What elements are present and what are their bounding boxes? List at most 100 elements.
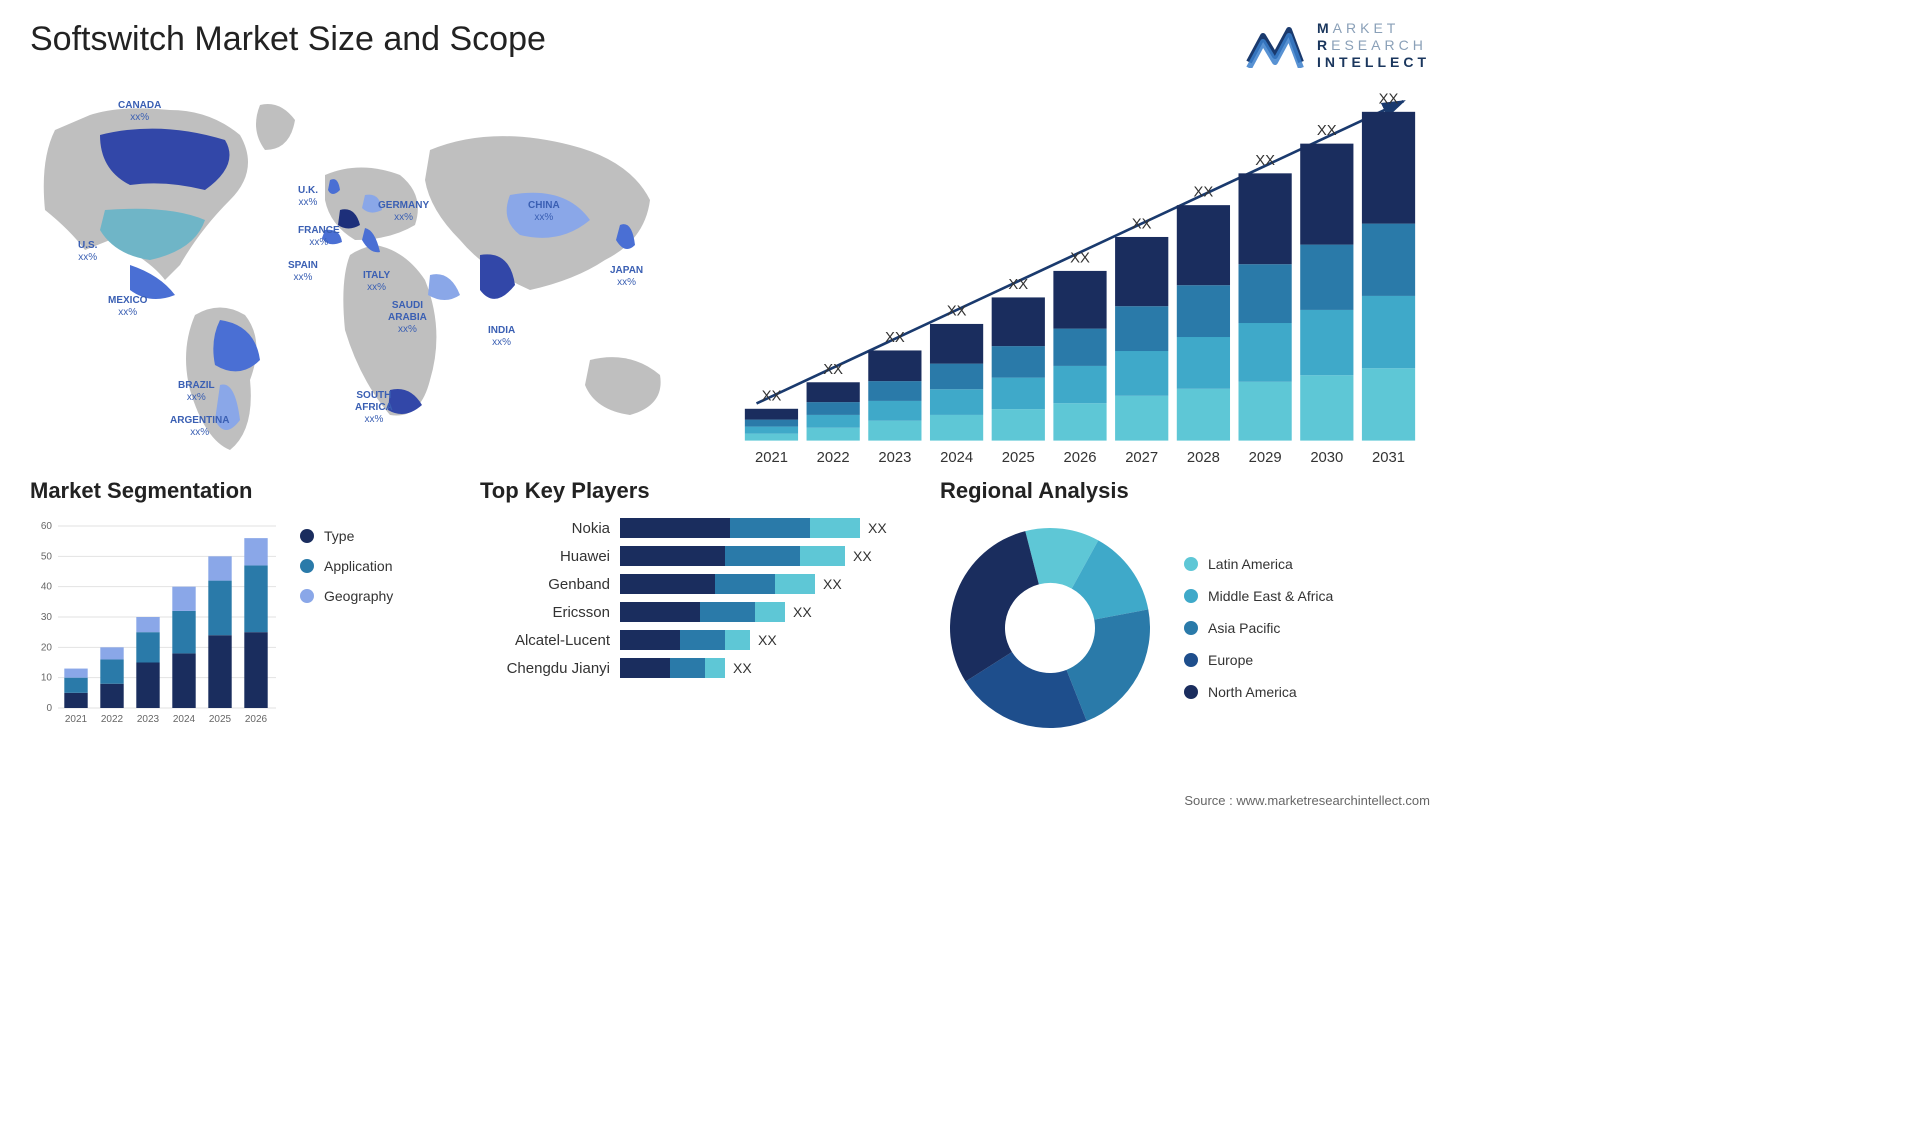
player-name: Ericsson [480, 604, 610, 621]
player-bar [620, 546, 845, 566]
svg-text:XX: XX [1255, 153, 1275, 169]
player-bar [620, 574, 815, 594]
brand-logo: MARKET RESEARCH INTELLECT [1245, 20, 1430, 70]
player-value: XX [793, 604, 812, 620]
svg-text:XX: XX [947, 304, 967, 320]
player-row: Chengdu Jianyi XX [480, 658, 910, 678]
svg-text:20: 20 [41, 643, 53, 654]
player-value: XX [733, 660, 752, 676]
player-bar [620, 602, 785, 622]
player-value: XX [853, 548, 872, 564]
key-players-title: Top Key Players [480, 478, 910, 504]
svg-text:XX: XX [1194, 185, 1214, 201]
svg-text:2026: 2026 [245, 714, 268, 725]
logo-text: MARKET RESEARCH INTELLECT [1317, 20, 1430, 70]
svg-text:2023: 2023 [878, 450, 911, 466]
svg-text:2024: 2024 [173, 714, 196, 725]
player-name: Chengdu Jianyi [480, 660, 610, 677]
svg-text:XX: XX [1379, 92, 1399, 108]
map-label: CHINAxx% [528, 200, 560, 224]
map-label: U.S.xx% [78, 240, 97, 264]
player-value: XX [758, 632, 777, 648]
svg-text:2022: 2022 [817, 450, 850, 466]
regional-donut-chart [940, 518, 1160, 738]
svg-text:30: 30 [41, 612, 53, 623]
svg-text:0: 0 [46, 703, 52, 714]
regional-title: Regional Analysis [940, 478, 1430, 504]
legend-item: North America [1184, 684, 1333, 700]
svg-text:50: 50 [41, 552, 53, 563]
svg-text:2026: 2026 [1063, 450, 1096, 466]
segmentation-title: Market Segmentation [30, 478, 450, 504]
svg-text:XX: XX [1317, 124, 1337, 140]
map-label: BRAZILxx% [178, 380, 215, 404]
svg-text:2024: 2024 [940, 450, 973, 466]
segmentation-chart: 0 10 20 30 40 50 60 2021 2022 2023 2024 2025 2026 [30, 518, 280, 728]
map-label: SOUTHAFRICAxx% [355, 390, 393, 426]
regional-legend: Latin America Middle East & Africa Asia Pa… [1184, 556, 1333, 700]
svg-text:2029: 2029 [1249, 450, 1282, 466]
map-label: ARGENTINAxx% [170, 415, 229, 439]
player-bar [620, 658, 725, 678]
player-name: Genband [480, 576, 610, 593]
player-row: Genband XX [480, 574, 910, 594]
svg-text:XX: XX [1008, 277, 1028, 293]
svg-text:XX: XX [823, 362, 843, 378]
world-map-chart: CANADAxx% U.S.xx% MEXICOxx% BRAZILxx% ARGENT… [30, 80, 700, 450]
map-label: U.K.xx% [298, 185, 318, 209]
legend-item: Type [300, 528, 393, 544]
player-row: Nokia XX [480, 518, 910, 538]
svg-text:60: 60 [41, 521, 53, 532]
svg-text:2028: 2028 [1187, 450, 1220, 466]
map-label: SPAINxx% [288, 260, 318, 284]
source-text: Source : www.marketresearchintellect.com [1184, 793, 1430, 808]
player-value: XX [868, 520, 887, 536]
svg-text:2025: 2025 [1002, 450, 1035, 466]
svg-text:2021: 2021 [65, 714, 88, 725]
player-bar [620, 630, 750, 650]
svg-text:10: 10 [41, 673, 53, 684]
growth-bar-chart: XX2021XX2022XX2023XX2024XX2025XX2026XX20… [730, 80, 1430, 450]
player-row: Alcatel-Lucent XX [480, 630, 910, 650]
map-label: ITALYxx% [363, 270, 390, 294]
map-label: SAUDIARABIAxx% [388, 300, 427, 336]
logo-mark-icon [1245, 22, 1305, 68]
legend-item: Europe [1184, 652, 1333, 668]
map-label: CANADAxx% [118, 100, 161, 124]
svg-text:XX: XX [1132, 217, 1152, 233]
legend-item: Asia Pacific [1184, 620, 1333, 636]
player-name: Huawei [480, 548, 610, 565]
key-players-panel: Top Key Players Nokia XXHuawei XXGenband… [480, 478, 910, 748]
map-label: JAPANxx% [610, 265, 643, 289]
svg-text:2025: 2025 [209, 714, 232, 725]
svg-text:2027: 2027 [1125, 450, 1158, 466]
legend-item: Latin America [1184, 556, 1333, 572]
map-label: GERMANYxx% [378, 200, 429, 224]
svg-text:2030: 2030 [1310, 450, 1343, 466]
svg-text:XX: XX [1070, 251, 1090, 267]
svg-text:2023: 2023 [137, 714, 160, 725]
map-label: MEXICOxx% [108, 295, 147, 319]
player-row: Huawei XX [480, 546, 910, 566]
player-bar [620, 518, 860, 538]
legend-item: Application [300, 558, 393, 574]
map-label: FRANCExx% [298, 225, 340, 249]
svg-text:40: 40 [41, 582, 53, 593]
key-players-chart: Nokia XXHuawei XXGenband XXEricsson XXAl… [480, 518, 910, 678]
regional-panel: Regional Analysis Latin America Middle Ea… [940, 478, 1430, 748]
legend-item: Geography [300, 588, 393, 604]
svg-text:2021: 2021 [755, 450, 788, 466]
player-name: Alcatel-Lucent [480, 632, 610, 649]
player-row: Ericsson XX [480, 602, 910, 622]
player-name: Nokia [480, 520, 610, 537]
svg-text:2022: 2022 [101, 714, 124, 725]
player-value: XX [823, 576, 842, 592]
segmentation-legend: Type Application Geography [300, 518, 393, 728]
svg-text:XX: XX [885, 330, 905, 346]
svg-text:XX: XX [762, 389, 782, 405]
svg-text:2031: 2031 [1372, 450, 1405, 466]
map-label: INDIAxx% [488, 325, 515, 349]
page-title: Softswitch Market Size and Scope [30, 20, 546, 59]
segmentation-panel: Market Segmentation 0 10 20 30 40 50 60 2021 202… [30, 478, 450, 748]
legend-item: Middle East & Africa [1184, 588, 1333, 604]
